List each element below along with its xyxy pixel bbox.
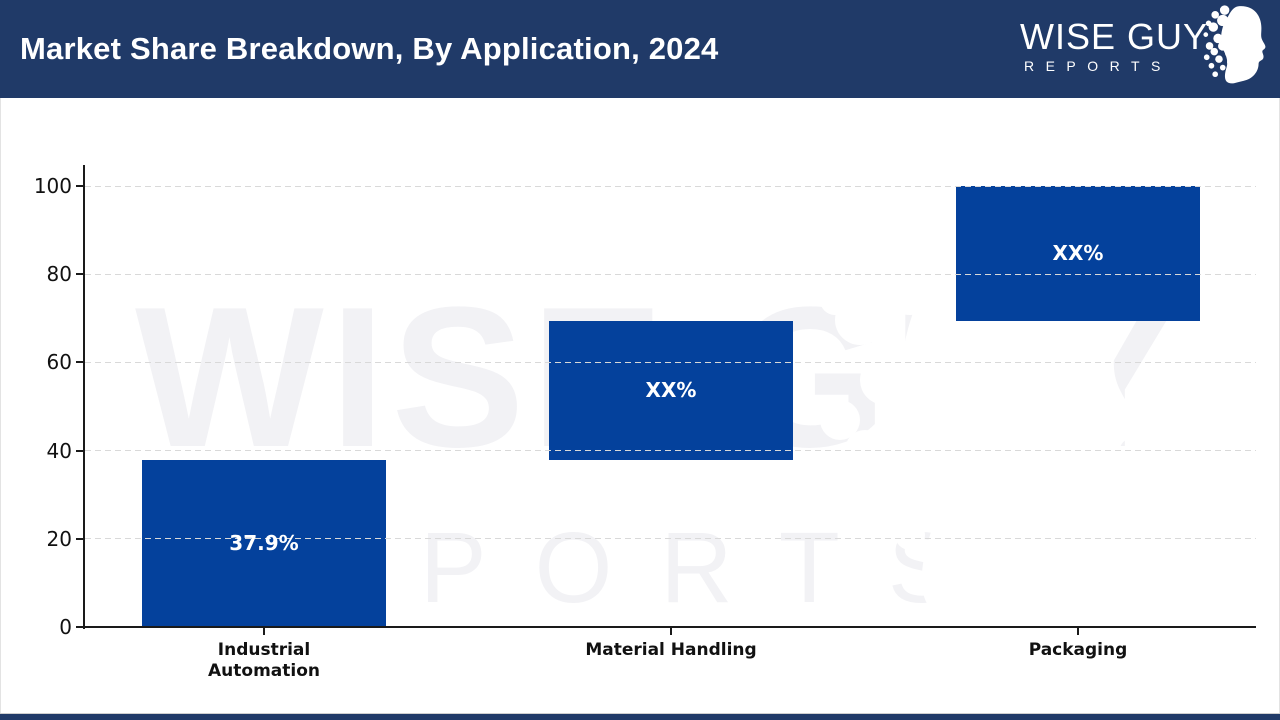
x-tick-3 [1077,627,1079,635]
x-axis-line [83,626,1256,628]
y-axis-line [83,165,85,629]
gridline-40 [85,450,1256,452]
y-tick-0 [76,626,84,628]
bar-value-label-2: XX% [645,378,697,403]
logo-wordmark: WISE GUY [1019,16,1208,58]
brand-logo: WISE GUY REPORTS [1020,4,1268,86]
x-tick-2 [670,627,672,635]
gridline-20 [85,538,1256,540]
y-tick-20 [76,537,84,540]
brand-logo-text: WISE GUY REPORTS [1020,16,1208,73]
gridline-100 [85,185,1256,187]
bar-value-label-3: XX% [1052,241,1104,266]
y-tick-label-100: 100 [33,174,72,198]
logo-face-icon [1203,5,1266,84]
y-tick-label-0: 0 [59,615,72,639]
bar-value-label-1: 37.9% [229,531,299,556]
category-label-1: Industrial Automation [208,640,320,681]
y-tick-label-60: 60 [46,350,72,375]
gridline-60 [85,361,1256,363]
footer-bar [0,714,1280,720]
page-title: Market Share Breakdown, By Application, … [20,31,719,66]
gridline-80 [85,273,1256,275]
bar-1 [142,459,386,627]
category-label-2: Material Handling [585,640,757,660]
y-tick-label-80: 80 [46,262,72,287]
bar-2 [549,320,793,460]
logo-subtext: REPORTS [1023,57,1172,74]
y-tick-60 [76,361,84,364]
y-tick-80 [76,273,84,276]
y-tick-label-20: 20 [46,526,72,551]
category-label-3: Packaging [1028,640,1128,660]
y-tick-100 [76,185,84,187]
x-tick-1 [263,627,265,635]
y-tick-40 [76,449,84,452]
y-tick-label-40: 40 [46,438,72,463]
footer-divider [0,713,1280,714]
header-bar: Market Share Breakdown, By Application, … [0,0,1280,98]
